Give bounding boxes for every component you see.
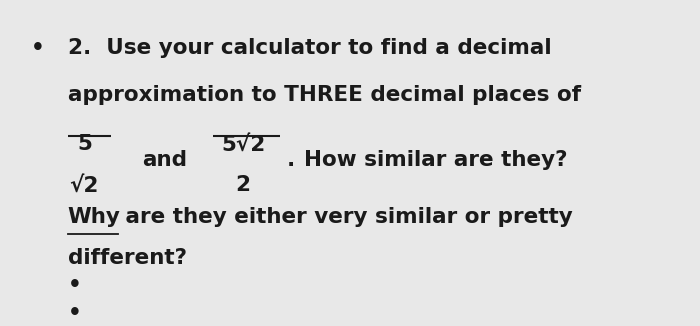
Text: 2: 2 [235,175,251,195]
Text: 5: 5 [77,134,92,154]
Text: •: • [30,38,44,58]
Text: and: and [142,150,187,170]
Text: Why: Why [67,207,120,227]
Text: .: . [287,150,295,170]
Text: different?: different? [67,248,186,268]
Text: How similar are they?: How similar are they? [304,150,567,170]
Text: 2.  Use your calculator to find a decimal: 2. Use your calculator to find a decimal [67,38,551,58]
Text: √2: √2 [70,175,99,195]
Text: 5√2: 5√2 [221,134,265,154]
Text: •: • [67,275,81,295]
Text: •: • [67,304,81,323]
Text: are they either very similar or pretty: are they either very similar or pretty [118,207,573,227]
Text: approximation to THREE decimal places of: approximation to THREE decimal places of [67,85,580,105]
